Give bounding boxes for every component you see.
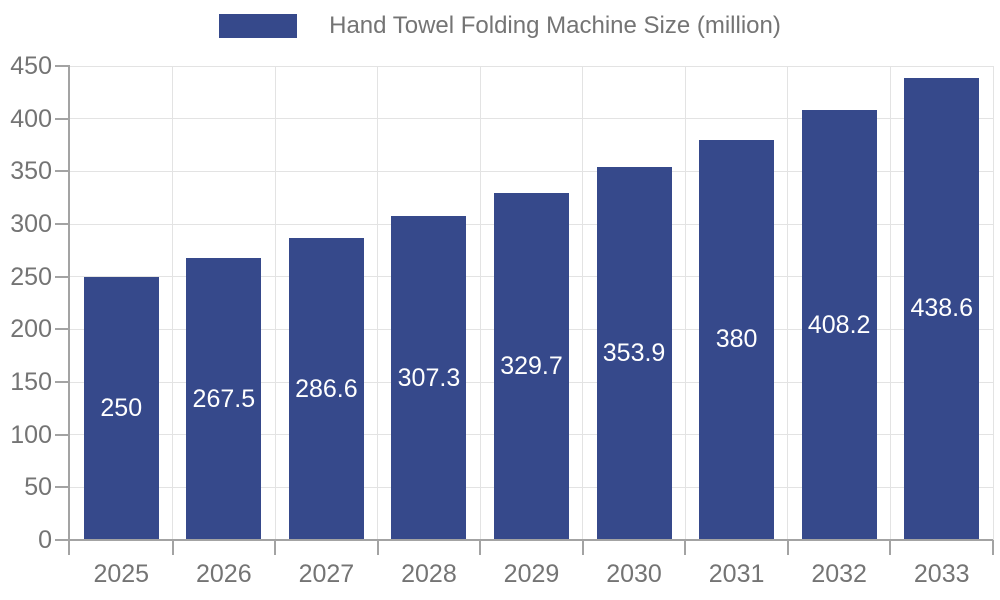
gridline-v xyxy=(787,66,789,540)
gridline-v xyxy=(172,66,174,540)
y-tick-label: 350 xyxy=(10,157,52,186)
bar: 353.9 xyxy=(596,167,672,540)
gridline-v xyxy=(274,66,276,540)
x-tick-label: 2025 xyxy=(93,560,150,588)
bar: 408.2 xyxy=(801,110,877,540)
bar: 380 xyxy=(699,139,775,540)
x-tick-label: 2033 xyxy=(913,560,970,588)
x-tick xyxy=(479,540,482,555)
x-tick xyxy=(889,540,892,555)
y-axis-line xyxy=(68,66,70,555)
y-tick-label: 150 xyxy=(10,368,52,396)
bar: 307.3 xyxy=(391,216,467,540)
x-tick xyxy=(376,540,379,555)
x-tick xyxy=(581,540,584,555)
bar: 286.6 xyxy=(288,238,364,540)
y-tick xyxy=(55,117,70,120)
y-tick xyxy=(55,223,70,225)
gridline-v xyxy=(889,66,891,540)
chart-legend: Hand Towel Folding Machine Size (million… xyxy=(0,12,1000,41)
bar-value-label: 307.3 xyxy=(397,363,461,392)
y-tick xyxy=(55,65,70,67)
bar-value-label: 329.7 xyxy=(500,351,563,380)
gridline-v xyxy=(582,66,584,540)
y-tick xyxy=(55,170,70,173)
x-axis-line xyxy=(55,539,993,541)
x-tick xyxy=(992,540,994,555)
bar-value-label: 286.6 xyxy=(295,374,358,403)
bar-value-label: 438.6 xyxy=(910,294,973,323)
gridline-v xyxy=(992,66,994,540)
y-tick xyxy=(55,433,70,436)
bar: 250 xyxy=(83,276,159,540)
y-tick-label: 50 xyxy=(24,473,52,502)
bar-value-label: 380 xyxy=(715,325,758,354)
gridline-h xyxy=(70,118,993,120)
y-tick-label: 100 xyxy=(10,420,52,449)
x-tick xyxy=(786,540,789,555)
y-tick xyxy=(55,328,70,331)
gridline-v xyxy=(377,66,379,540)
legend-label: Hand Towel Folding Machine Size (million… xyxy=(329,12,781,39)
y-tick-label: 450 xyxy=(10,52,52,80)
x-tick-label: 2030 xyxy=(606,560,662,588)
gridline-v xyxy=(684,66,686,540)
x-tick xyxy=(171,540,174,555)
gridline-h xyxy=(70,170,993,172)
y-tick-label: 400 xyxy=(10,104,52,133)
y-tick xyxy=(55,381,70,383)
bar-value-label: 267.5 xyxy=(192,384,256,413)
x-tick-label: 2031 xyxy=(708,560,765,588)
gridline-v xyxy=(479,66,481,540)
bar-value-label: 250 xyxy=(100,393,143,422)
y-tick xyxy=(55,275,70,278)
x-tick xyxy=(274,540,277,555)
x-tick-label: 2026 xyxy=(196,560,252,588)
bar-value-label: 353.9 xyxy=(602,339,666,368)
x-tick-label: 2029 xyxy=(503,560,560,588)
bar: 267.5 xyxy=(186,258,262,540)
bar: 329.7 xyxy=(494,192,569,540)
bar: 438.6 xyxy=(904,78,980,540)
x-tick-label: 2028 xyxy=(401,560,457,588)
y-tick-label: 300 xyxy=(10,210,52,238)
x-tick-label: 2032 xyxy=(811,560,867,588)
y-tick-label: 0 xyxy=(38,526,52,554)
y-tick-label: 250 xyxy=(10,262,52,291)
gridline-h xyxy=(70,65,993,67)
legend-swatch xyxy=(219,14,298,39)
x-tick-label: 2027 xyxy=(298,560,355,588)
y-tick xyxy=(55,486,70,489)
bar-value-label: 408.2 xyxy=(807,310,871,339)
y-tick-label: 200 xyxy=(10,315,52,344)
x-tick xyxy=(684,540,687,555)
